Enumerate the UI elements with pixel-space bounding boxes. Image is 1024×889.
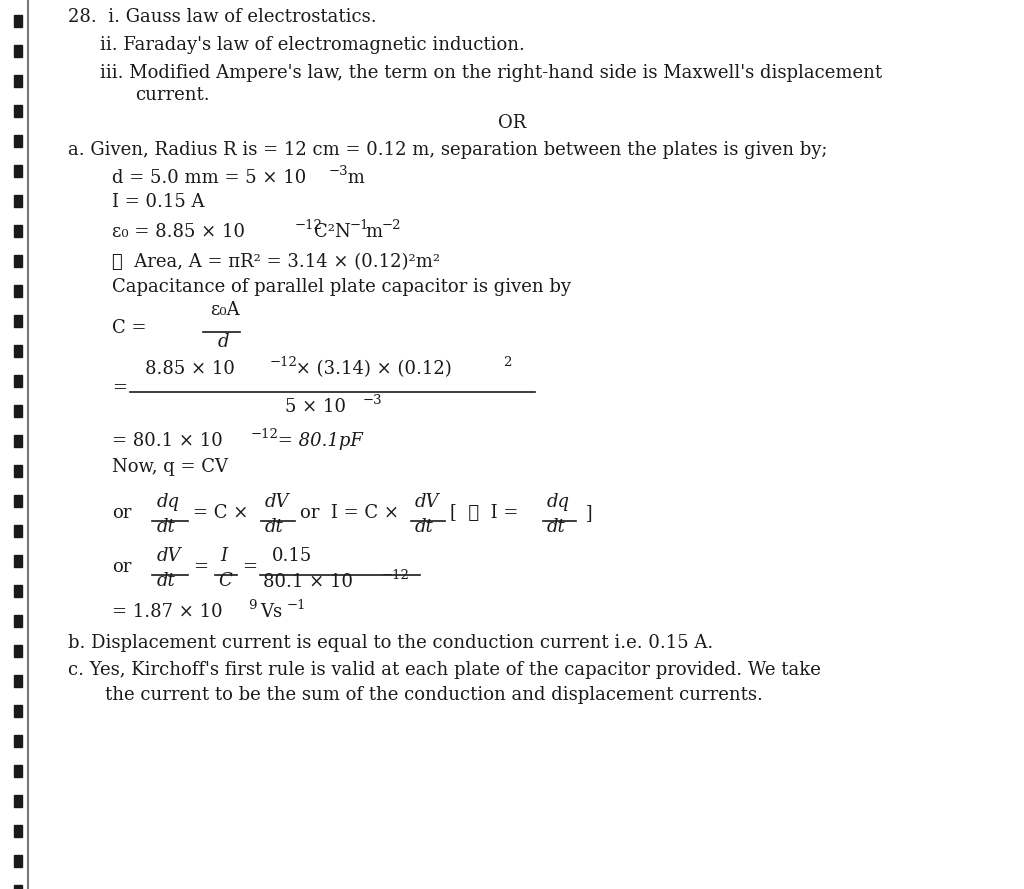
Text: −12: −12 [382,569,410,582]
Text: c. Yes, Kirchoff's first rule is valid at each plate of the capacitor provided. : c. Yes, Kirchoff's first rule is valid a… [68,661,821,679]
Text: −2: −2 [382,219,401,232]
Bar [14,645,22,657]
Text: a. Given, Radius R is = 12 cm = 0.12 m, separation between the plates is given b: a. Given, Radius R is = 12 cm = 0.12 m, … [68,141,827,159]
Bar [14,225,22,237]
Text: dt: dt [157,518,176,536]
Bar [14,795,22,807]
Text: 0.15: 0.15 [272,547,312,565]
Bar [14,735,22,747]
Bar [14,255,22,267]
Bar [14,885,22,889]
Text: dt: dt [265,518,284,536]
Text: ii. Faraday's law of electromagnetic induction.: ii. Faraday's law of electromagnetic ind… [100,36,525,54]
Text: the current to be the sum of the conduction and displacement currents.: the current to be the sum of the conduct… [105,686,763,704]
Text: = C ×: = C × [193,504,249,522]
Text: Vs: Vs [260,603,283,621]
Text: or  I = C ×: or I = C × [300,504,399,522]
Text: dV: dV [157,547,181,565]
Text: dt: dt [157,572,176,590]
Bar [14,705,22,717]
Text: dt: dt [415,518,434,536]
Text: d = 5.0 mm = 5 × 10: d = 5.0 mm = 5 × 10 [112,169,306,187]
Text: = 1.87 × 10: = 1.87 × 10 [112,603,222,621]
Bar [14,615,22,627]
Bar [14,195,22,207]
Text: dq: dq [157,493,180,511]
Text: b. Displacement current is equal to the conduction current i.e. 0.15 A.: b. Displacement current is equal to the … [68,634,714,652]
Bar [14,585,22,597]
Text: −1: −1 [350,219,370,232]
Text: ∴  Area, A = πR² = 3.14 × (0.12)²m²: ∴ Area, A = πR² = 3.14 × (0.12)²m² [112,253,440,271]
Bar [14,405,22,417]
Text: −12: −12 [270,356,298,369]
Text: −3: −3 [329,165,348,178]
Bar [14,165,22,177]
Text: C =: C = [112,319,146,337]
Text: I = 0.15 A: I = 0.15 A [112,193,205,211]
Text: Now, q = CV: Now, q = CV [112,458,228,476]
Text: ]: ] [580,504,593,522]
Text: −12: −12 [295,219,323,232]
Bar [14,765,22,777]
Bar [14,675,22,687]
Bar [14,555,22,567]
Text: current.: current. [135,86,210,104]
Bar [14,525,22,537]
Text: =: = [112,379,127,397]
Text: C²N: C²N [314,223,351,241]
Text: 28.  i. Gauss law of electrostatics.: 28. i. Gauss law of electrostatics. [68,8,377,26]
Text: OR: OR [498,114,526,132]
Text: I: I [220,547,227,565]
Bar [14,15,22,27]
Text: = 80.1pF: = 80.1pF [272,432,362,450]
Bar [14,75,22,87]
Text: 9: 9 [248,599,256,612]
Bar [14,825,22,837]
Text: dV: dV [415,493,439,511]
Text: 2: 2 [503,356,511,369]
Text: ε₀A: ε₀A [210,301,240,319]
Bar [14,45,22,57]
Bar [14,345,22,357]
Text: or: or [112,504,131,522]
Text: dV: dV [265,493,290,511]
Text: dt: dt [547,518,565,536]
Text: Capacitance of parallel plate capacitor is given by: Capacitance of parallel plate capacitor … [112,278,571,296]
Bar [14,375,22,387]
Text: ε₀ = 8.85 × 10: ε₀ = 8.85 × 10 [112,223,245,241]
Text: 80.1 × 10: 80.1 × 10 [263,573,353,591]
Text: or: or [112,558,131,576]
Text: × (3.14) × (0.12): × (3.14) × (0.12) [290,360,452,378]
Bar [14,465,22,477]
Text: d: d [218,333,229,351]
Bar [14,135,22,147]
Bar [14,285,22,297]
Text: 8.85 × 10: 8.85 × 10 [145,360,234,378]
Text: = 80.1 × 10: = 80.1 × 10 [112,432,223,450]
Bar [14,495,22,507]
Text: −12: −12 [251,428,279,441]
Text: m: m [365,223,382,241]
Text: dq: dq [547,493,570,511]
Text: =: = [193,558,208,576]
Text: C: C [218,572,231,590]
Bar [14,435,22,447]
Text: iii. Modified Ampere's law, the term on the right-hand side is Maxwell's displac: iii. Modified Ampere's law, the term on … [100,64,882,82]
Text: −3: −3 [362,394,383,407]
Text: [  ∴  I =: [ ∴ I = [450,504,518,522]
Bar [14,855,22,867]
Text: −1: −1 [287,599,306,612]
Text: m: m [342,169,365,187]
Bar [14,105,22,117]
Text: =: = [242,558,257,576]
Bar [14,315,22,327]
Text: 5 × 10: 5 × 10 [285,398,346,416]
